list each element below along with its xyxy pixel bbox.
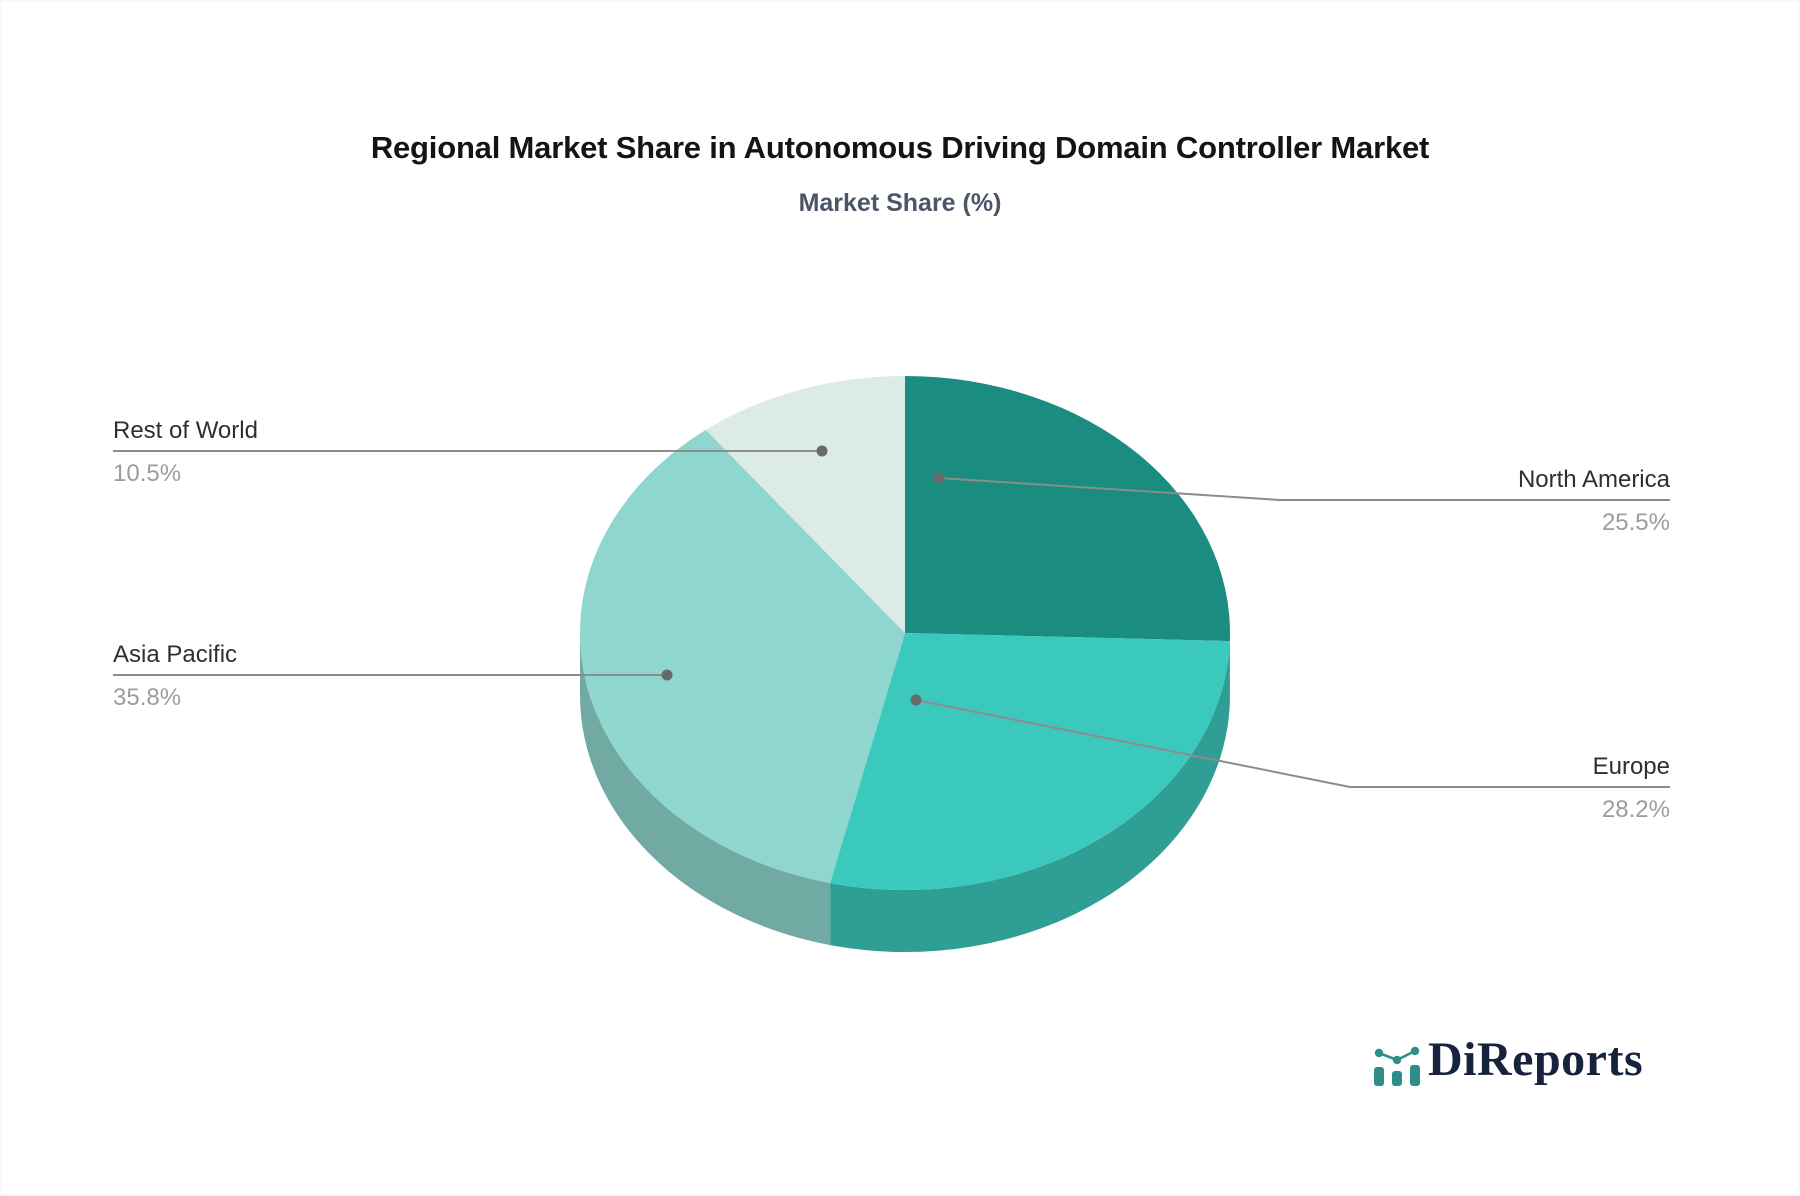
pie-slice-asia-pacific[interactable] xyxy=(579,429,905,884)
callout-percent: 35.8% xyxy=(113,684,182,711)
callout-asia-pacific: Asia Pacific 35.8% xyxy=(113,641,237,712)
pie-slice-rest-of-world[interactable] xyxy=(705,376,905,633)
callout-rest-of-world: Rest of World 10.5% xyxy=(113,417,258,488)
callout-label: North America xyxy=(1517,466,1670,493)
pie-slice-side xyxy=(580,633,831,946)
leader-dot xyxy=(910,694,922,706)
pie-slice-north-america[interactable] xyxy=(905,376,1231,642)
leader-line xyxy=(938,477,1670,501)
pie-slice-side xyxy=(830,641,1230,953)
leader-dot xyxy=(661,669,673,681)
callout-north-america: North America 25.5% xyxy=(1518,466,1670,537)
leader-dot xyxy=(933,472,945,484)
callout-label: Asia Pacific xyxy=(113,641,238,668)
callout-percent: 28.2% xyxy=(1601,796,1670,823)
callout-percent: 10.5% xyxy=(113,460,182,487)
callout-label: Europe xyxy=(1592,753,1670,780)
leader-line xyxy=(915,699,1670,788)
callout-label: Rest of World xyxy=(113,417,258,444)
chart-title: Regional Market Share in Autonomous Driv… xyxy=(370,130,1430,165)
brand-name: DiReports xyxy=(1428,1033,1644,1086)
callout-percent: 25.5% xyxy=(1601,509,1670,536)
chart-subtitle: Market Share (%) xyxy=(798,189,1002,217)
bar-line-chart-icon xyxy=(1374,1046,1420,1086)
brand-logo: DiReports xyxy=(1371,1033,1644,1089)
pie-slice-europe[interactable] xyxy=(830,633,1230,891)
leader-dot xyxy=(816,445,828,457)
callout-europe: Europe 28.2% xyxy=(1593,753,1670,824)
